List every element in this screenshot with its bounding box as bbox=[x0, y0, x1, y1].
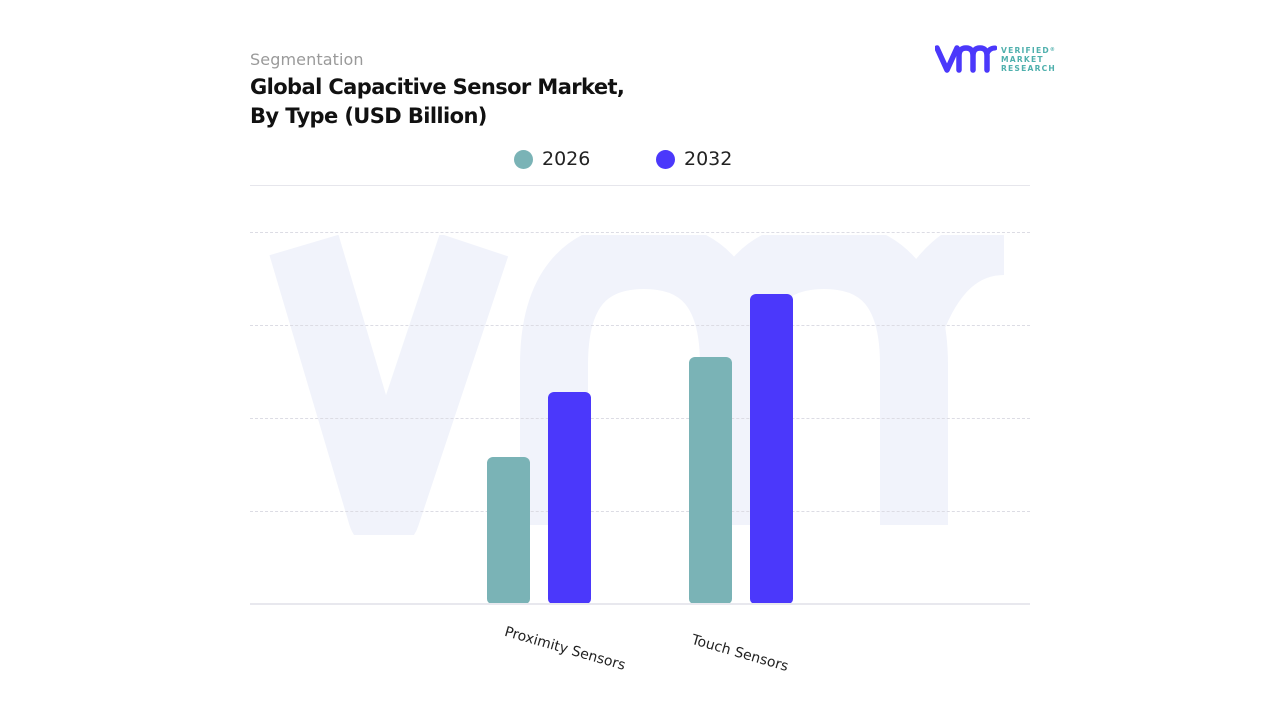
x-axis-baseline bbox=[250, 603, 1030, 605]
gridline bbox=[250, 418, 1030, 419]
legend-swatch-2026 bbox=[514, 149, 533, 169]
chart-title: Global Capacitive Sensor Market, By Type… bbox=[250, 73, 670, 131]
vmr-logo-text: VERIFIED® MARKET RESEARCH bbox=[1001, 46, 1056, 73]
chart-legend: 2026 2032 bbox=[0, 148, 1280, 174]
bar-touch-sensors-2032[interactable] bbox=[750, 294, 793, 604]
logo-line-market: MARKET bbox=[1001, 55, 1044, 64]
vmr-logo: VERIFIED® MARKET RESEARCH bbox=[935, 44, 1065, 76]
logo-line-research: RESEARCH bbox=[1001, 64, 1056, 73]
x-tick-label: Proximity Sensors bbox=[502, 624, 628, 674]
gridline bbox=[250, 511, 1030, 512]
legend-swatch-2032 bbox=[656, 149, 675, 169]
bar-touch-sensors-2026[interactable] bbox=[689, 356, 732, 604]
chart-title-line-2: By Type (USD Billion) bbox=[250, 104, 487, 128]
vmr-watermark-icon bbox=[269, 235, 1004, 535]
plot-area bbox=[250, 185, 1030, 605]
bar-proximity-sensors-2026[interactable] bbox=[487, 457, 530, 604]
bar-proximity-sensors-2032[interactable] bbox=[548, 391, 591, 604]
vmr-logo-mark-icon bbox=[935, 45, 997, 73]
legend-label-2026: 2026 bbox=[542, 148, 591, 170]
gridline bbox=[250, 232, 1030, 233]
plot-top-border bbox=[250, 185, 1030, 186]
chart-title-line-1: Global Capacitive Sensor Market, bbox=[250, 75, 625, 99]
x-tick-label: Touch Sensors bbox=[689, 632, 791, 675]
legend-item-2032[interactable]: 2032 bbox=[656, 148, 732, 170]
logo-line-verified: VERIFIED® bbox=[1001, 46, 1057, 55]
legend-item-2026[interactable]: 2026 bbox=[514, 148, 590, 170]
chart-subtitle: Segmentation bbox=[250, 50, 364, 69]
legend-label-2032: 2032 bbox=[684, 148, 733, 170]
gridline bbox=[250, 325, 1030, 326]
